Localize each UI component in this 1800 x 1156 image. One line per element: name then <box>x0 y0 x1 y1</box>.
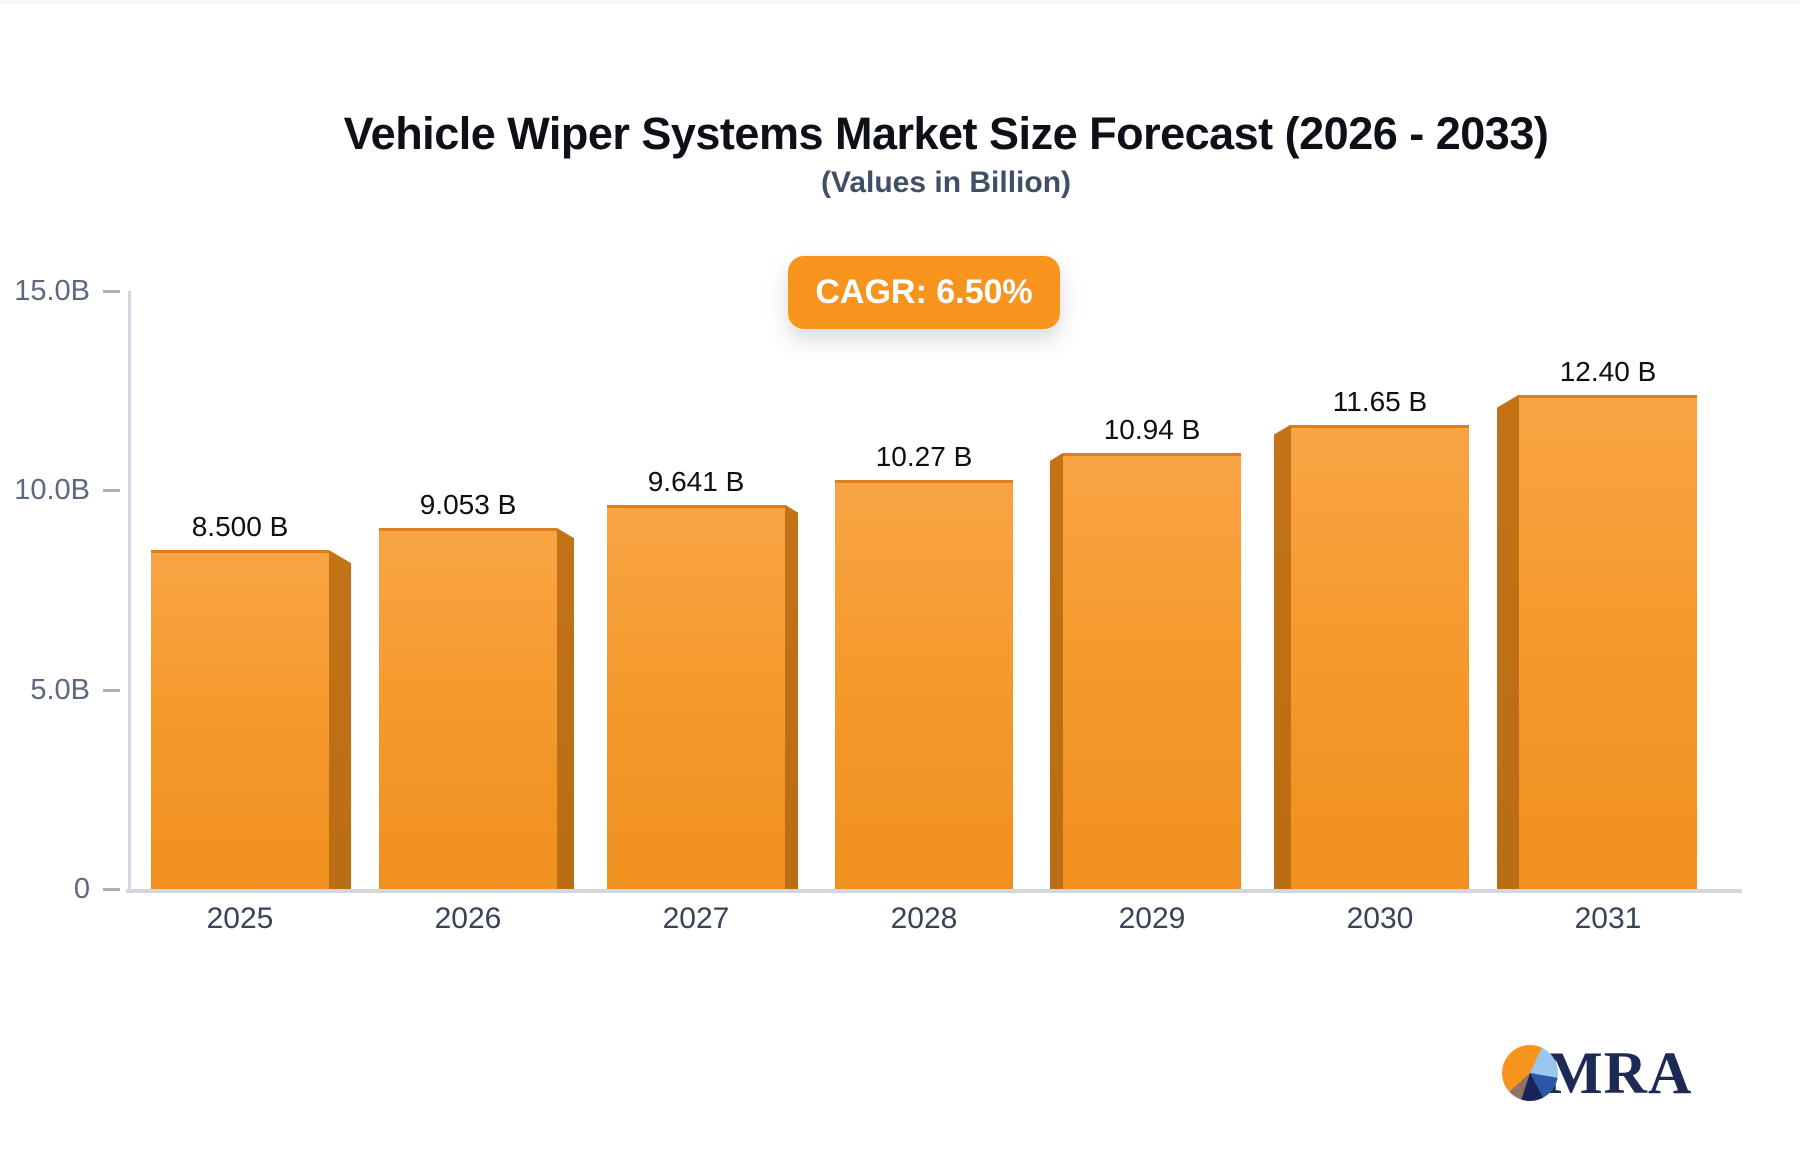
bar-side-face-2031 <box>1497 394 1519 889</box>
y-tick-mark <box>103 888 120 891</box>
x-tick-label-2028: 2028 <box>890 902 958 935</box>
bar-2030 <box>1291 424 1469 889</box>
y-tick-label-0: 0 <box>73 873 90 905</box>
bar-side-face-2026 <box>557 528 574 889</box>
bar-value-label-2030: 11.65 B <box>1332 385 1428 417</box>
bar-2027 <box>607 504 785 889</box>
y-tick-mark <box>103 489 120 493</box>
bar-2025 <box>151 550 329 889</box>
y-tick-label-15.0B: 15.0B <box>14 275 90 307</box>
y-tick-label-10.0B: 10.0B <box>14 474 90 507</box>
bar-value-label-2025: 8.500 B <box>191 511 289 543</box>
y-axis-line <box>128 291 131 889</box>
bar-side-face-2030 <box>1274 424 1291 889</box>
y-tick-mark <box>103 688 120 692</box>
plot-area: 0 5.0B 10.0B 15.0B 8.500 B 9.053 B 9.641 B 10.… <box>0 4 1800 1156</box>
pie-chart-logo-icon <box>1502 1045 1558 1101</box>
x-tick-label-2030: 2030 <box>1346 902 1414 935</box>
y-tick-label-5.0B: 5.0B <box>30 673 90 706</box>
bar-2028 <box>835 479 1013 889</box>
bar-value-label-2026: 9.053 B <box>419 489 517 521</box>
x-tick-label-2029: 2029 <box>1118 902 1186 935</box>
chart-subtitle: (Values in Billion) <box>820 166 1072 199</box>
bar-2031 <box>1519 394 1697 889</box>
x-tick-label-2026: 2026 <box>434 902 502 935</box>
x-tick-label-2027: 2027 <box>662 902 730 935</box>
brand-logo: MRA <box>1502 1040 1692 1106</box>
x-tick-label-2025: 2025 <box>206 902 274 935</box>
bar-2026 <box>379 528 557 889</box>
x-tick-label-2031: 2031 <box>1574 902 1642 935</box>
bar-value-label-2031: 12.40 B <box>1559 355 1657 387</box>
bar-side-face-2027 <box>785 504 798 889</box>
x-axis-line <box>126 889 1742 893</box>
y-tick-mark <box>103 290 120 293</box>
bar-2029 <box>1063 452 1241 889</box>
bar-side-face-2025 <box>329 550 351 889</box>
bar-value-label-2027: 9.641 B <box>647 465 745 497</box>
bar-value-label-2028: 10.27 B <box>875 440 973 472</box>
bar-side-face-2029 <box>1050 452 1063 889</box>
logo-text: MRA <box>1546 1039 1693 1106</box>
bar-value-label-2029: 10.94 B <box>1103 413 1201 445</box>
cagr-badge: CAGR: 6.50% <box>788 256 1060 329</box>
chart-title: Vehicle Wiper Systems Market Size Foreca… <box>343 108 1549 159</box>
